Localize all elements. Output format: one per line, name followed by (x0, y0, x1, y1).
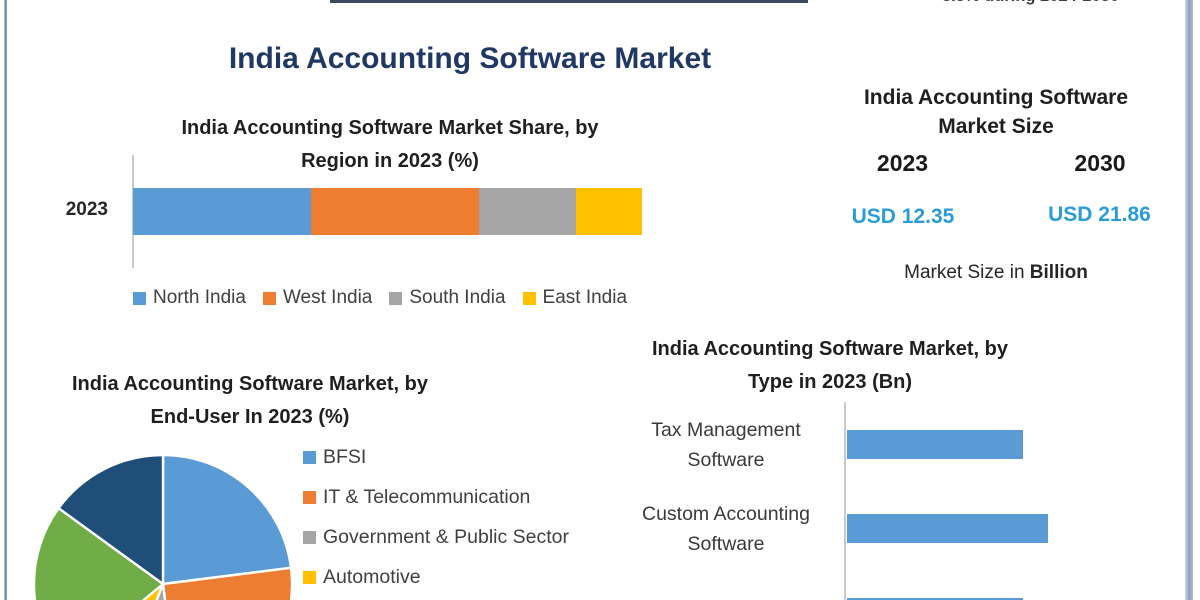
region-bar-segment-east-india (575, 188, 642, 235)
region-bar-segment-south-india (479, 188, 576, 235)
region-legend-item-east-india: East India (522, 287, 628, 309)
market-size-title-line1: India Accounting Software (863, 86, 1129, 109)
end-user-chart-title-line1: India Accounting Software Market, by (72, 373, 428, 395)
type-bar-category-label: Tax Management Software (651, 419, 801, 471)
type-bar (847, 514, 1048, 543)
market-size-value-2023: USD 12.35 (851, 205, 955, 228)
market-size-year-2030: 2030 (1074, 150, 1126, 176)
market-size-title: India Accounting Software Market Size (820, 83, 1172, 141)
end-user-legend-item-it-telecommunication: IT & Telecommunication (303, 486, 569, 509)
end-user-pie (32, 453, 294, 600)
end-user-legend-item-automotive: Automotive (303, 566, 569, 589)
type-chart-title-line2: Type in 2023 (Bn) (747, 371, 913, 393)
region-legend-item-west-india-label: West India (282, 287, 373, 308)
market-size-footnote-prefix: Market Size in (904, 262, 1030, 283)
cagr-note-text: 8.5% during 2024-2030 (942, 0, 1162, 6)
region-legend-item-west-india-swatch (262, 291, 276, 305)
region-legend-item-east-india-swatch (522, 291, 536, 305)
pie-slice-unlabeled-4 (32, 507, 165, 600)
page-border-left (4, 0, 7, 600)
page-border-right (1185, 0, 1193, 600)
market-size-value-2030: USD 21.86 (1048, 203, 1151, 226)
type-bar (847, 430, 1023, 459)
type-bar-plot: Tax Management Software Custom Accounting… (620, 405, 1190, 600)
end-user-legend-item-it-telecommunication-label: IT & Telecommunication (323, 486, 531, 508)
region-stacked-bar (133, 188, 642, 235)
market-size-year-2023: 2023 (876, 150, 929, 176)
region-legend-item-south-india-label: South India (409, 287, 506, 308)
end-user-legend-item-it-telecommunication-swatch (303, 491, 316, 504)
end-user-legend-item-government-public-sector: Government & Public Sector (303, 526, 569, 549)
cropped-element-edge (330, 0, 808, 3)
end-user-legend-item-bfsi: BFSI (303, 446, 569, 469)
market-size-footnote: Market Size in Billion (820, 262, 1172, 284)
type-bar (847, 598, 1023, 600)
region-legend: North India West India South India East Ind… (133, 287, 733, 309)
pie-slice-unlabeled-5 (57, 453, 165, 586)
end-user-chart-title: India Accounting Software Market, by End… (10, 368, 490, 434)
pie-slice-bfsi (161, 453, 293, 586)
end-user-legend: BFSI IT & Telecommunication Government & P… (303, 446, 569, 589)
end-user-legend-item-bfsi-swatch (303, 451, 316, 464)
end-user-legend-item-government-public-sector-swatch (303, 531, 316, 544)
region-bar-segment-west-india (311, 188, 480, 235)
end-user-legend-item-bfsi-label: BFSI (323, 446, 367, 468)
type-chart-title: India Accounting Software Market, by Typ… (600, 333, 1060, 399)
region-legend-item-north-india-swatch (133, 291, 146, 305)
pie-slice-it-telecommunication (161, 566, 294, 600)
market-size-title-line2: Market Size (938, 115, 1054, 138)
region-legend-item-east-india-label: East India (542, 287, 628, 308)
region-legend-item-south-india-swatch (389, 291, 403, 305)
cagr-note-cropped: 8.5% during 2024-2030 (942, 0, 1162, 9)
market-size-footnote-unit: Billion (1029, 262, 1088, 283)
page-title: India Accounting Software Market (228, 42, 712, 75)
region-legend-item-west-india: West India (262, 287, 373, 309)
region-chart-title-line2: Region in 2023 (%) (301, 150, 479, 172)
end-user-chart-title-line2: End-User In 2023 (%) (150, 406, 350, 428)
type-y-axis-line (844, 402, 846, 600)
type-chart-title-line1: India Accounting Software Market, by (652, 338, 1008, 360)
region-legend-item-north-india: North India (133, 287, 246, 309)
end-user-legend-item-government-public-sector-label: Government & Public Sector (323, 526, 570, 548)
region-legend-item-north-india-label: North India (153, 287, 246, 308)
region-chart-title: India Accounting Software Market Share, … (115, 112, 665, 178)
region-chart-title-line1: India Accounting Software Market Share, … (181, 117, 599, 139)
type-bar-category-label: Custom Accounting Software (641, 503, 810, 555)
region-bar-segment-north-india (133, 188, 312, 235)
end-user-legend-item-automotive-label: Automotive (323, 566, 421, 588)
region-axis-tick-2023: 2023 (65, 199, 108, 220)
end-user-legend-item-automotive-swatch (303, 571, 316, 584)
region-legend-item-south-india: South India (389, 287, 506, 309)
